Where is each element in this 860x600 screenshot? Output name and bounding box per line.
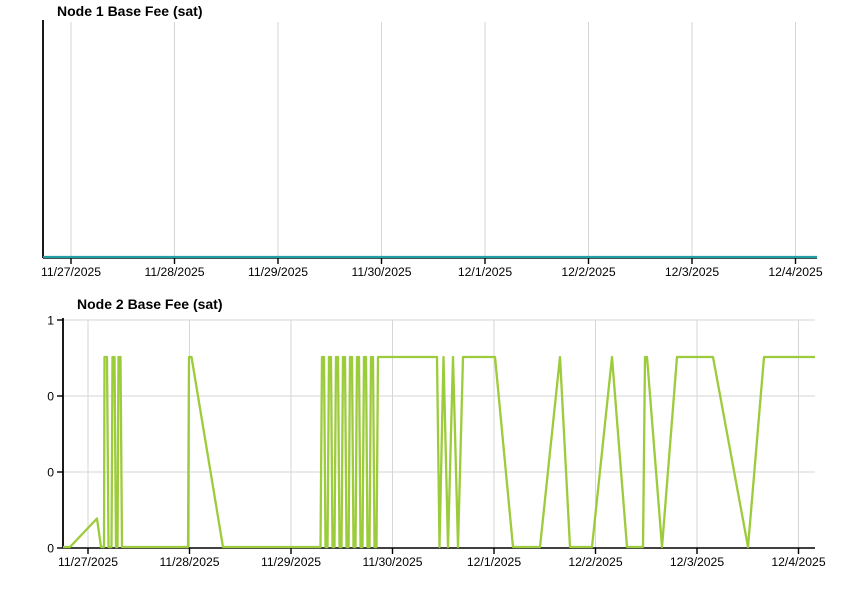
x-axis-label: 12/2/2025: [568, 555, 622, 569]
x-axis-label: 12/3/2025: [670, 555, 724, 569]
x-axis-label: 11/29/2025: [261, 555, 321, 569]
x-axis-label: 11/27/2025: [41, 265, 101, 279]
x-axis-label: 12/4/2025: [768, 265, 822, 279]
x-axis-label: 11/28/2025: [159, 555, 219, 569]
x-axis-label: 12/2/2025: [561, 265, 615, 279]
y-axis-label: 0: [47, 466, 54, 480]
x-axis-label: 11/30/2025: [351, 265, 411, 279]
x-axis-label: 11/28/2025: [144, 265, 204, 279]
chart1-node1-base-fee-plot: 11/27/2025 11/28/2025 11/29/2025 11/30/2025…: [41, 20, 823, 279]
x-axis-label: 12/3/2025: [665, 265, 719, 279]
chart1-title: Node 1 Base Fee (sat): [57, 3, 203, 19]
x-axis-label: 11/29/2025: [248, 265, 308, 279]
chart2-title: Node 2 Base Fee (sat): [77, 296, 223, 312]
x-axis-label: 12/1/2025: [458, 265, 512, 279]
chart2-node2-base-fee-plot: 11/27/2025 11/28/2025 11/29/2025 11/30/2025…: [47, 314, 826, 570]
x-axis-label: 12/1/2025: [467, 555, 521, 569]
x-axis-label: 11/27/2025: [58, 555, 118, 569]
y-axis-label: 0: [47, 542, 54, 556]
series-line: [63, 355, 815, 549]
x-axis-label: 11/30/2025: [362, 555, 422, 569]
y-axis-label: 1: [47, 314, 54, 328]
x-axis-label: 12/4/2025: [771, 555, 825, 569]
y-axis-label: 0: [47, 390, 54, 404]
